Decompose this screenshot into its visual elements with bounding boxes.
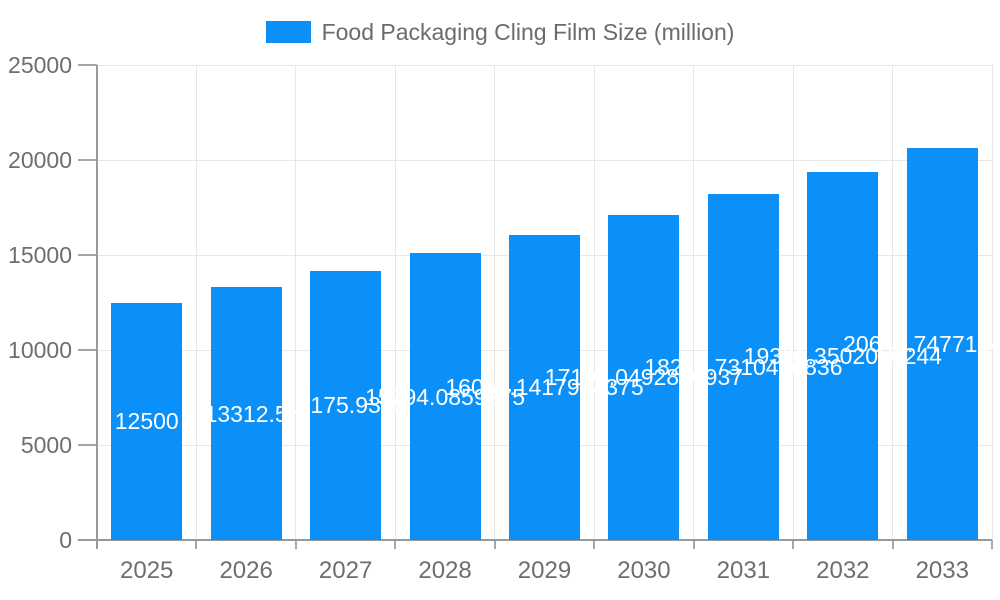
- x-tick-mark: [792, 540, 795, 549]
- bar[interactable]: [210, 287, 282, 540]
- x-tick-label: 2030: [617, 557, 671, 584]
- x-tick-label: 2025: [120, 557, 174, 584]
- gridline-vertical: [494, 65, 496, 540]
- y-tick-label: 25000: [8, 52, 72, 78]
- x-tick-mark: [991, 540, 993, 549]
- y-tick-mark: [78, 254, 97, 256]
- bar-value-label: 16069.1417984375: [445, 374, 644, 401]
- x-tick-label: 2027: [318, 557, 373, 584]
- legend-swatch: [265, 21, 311, 43]
- y-tick-mark: [78, 349, 97, 351]
- bar-value-label: 17108.0492870937: [544, 364, 744, 391]
- x-tick-mark: [891, 540, 894, 549]
- y-tick-mark: [78, 444, 97, 446]
- y-tick-mark: [78, 159, 97, 161]
- gridline-vertical: [991, 65, 993, 540]
- gridline-vertical: [295, 65, 297, 540]
- y-tick-mark: [78, 64, 97, 66]
- bar[interactable]: [111, 302, 183, 540]
- gridline-vertical: [892, 65, 894, 540]
- bar[interactable]: [807, 171, 879, 540]
- y-axis-line: [96, 65, 98, 549]
- y-tick-label: 0: [59, 527, 72, 553]
- bar[interactable]: [906, 147, 978, 540]
- bar[interactable]: [409, 253, 481, 540]
- x-tick-mark: [493, 540, 496, 549]
- bar-value-label: 18213.7310456836: [644, 353, 843, 380]
- x-tick-mark: [692, 540, 695, 549]
- x-tick-label: 2026: [219, 557, 273, 584]
- gridline-horizontal: [97, 159, 992, 161]
- gridline-vertical: [593, 65, 595, 540]
- bar-value-label: 14175.9375: [284, 392, 407, 419]
- x-tick-label: 2033: [915, 557, 969, 584]
- legend-label: Food Packaging Cling Film Size (million): [321, 18, 735, 45]
- bar-value-label: 13312.5: [204, 400, 288, 427]
- bar-value-label: 20640.7477154522: [843, 330, 1000, 357]
- bar[interactable]: [310, 270, 382, 540]
- legend: Food Packaging Cling Film Size (million): [0, 18, 1000, 46]
- bar[interactable]: [509, 234, 580, 540]
- y-tick-label: 5000: [20, 432, 72, 458]
- x-tick-mark: [294, 540, 297, 549]
- bar-value-label: 19391.3502050244: [743, 342, 942, 369]
- bar[interactable]: [707, 193, 779, 540]
- gridline-vertical: [195, 65, 197, 540]
- gridline-vertical: [394, 65, 396, 540]
- x-tick-mark: [394, 540, 397, 549]
- legend-item[interactable]: Food Packaging Cling Film Size (million): [265, 18, 735, 45]
- bar-value-label: 12500: [114, 408, 179, 435]
- x-tick-label: 2032: [816, 557, 870, 584]
- bar[interactable]: [608, 214, 680, 540]
- bar-value-label: 15094.0859375: [365, 383, 525, 410]
- x-tick-label: 2031: [716, 557, 771, 584]
- gridline-horizontal: [97, 64, 992, 66]
- x-tick-label: 2029: [517, 557, 572, 584]
- x-axis-line: [78, 539, 992, 541]
- gridline-vertical: [693, 65, 695, 540]
- x-tick-label: 2028: [418, 557, 472, 584]
- y-tick-label: 10000: [8, 337, 72, 363]
- x-tick-mark: [593, 540, 596, 549]
- x-tick-mark: [195, 540, 198, 549]
- gridline-vertical: [792, 65, 794, 540]
- y-tick-label: 20000: [8, 147, 72, 173]
- y-tick-label: 15000: [8, 242, 72, 268]
